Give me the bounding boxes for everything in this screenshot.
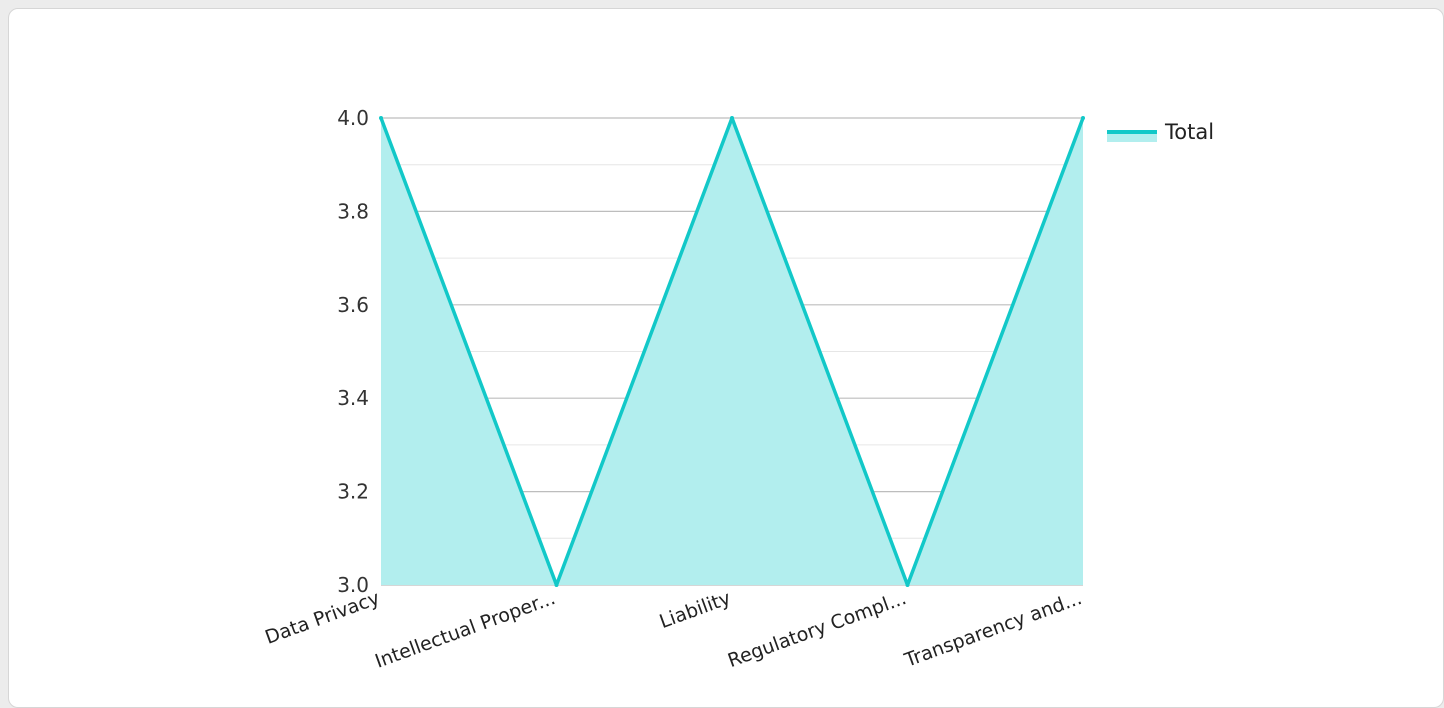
legend-swatch-fill [1107,132,1157,142]
data-point[interactable] [379,116,383,120]
data-point[interactable] [730,116,734,120]
x-category-label: Transparency and... [901,587,1085,672]
area-chart: 3.0 3.2 3.4 3.6 3.8 4.0 Data PrivacyIntellect… [262,106,1214,673]
y-tick-label: 3.4 [337,386,369,410]
y-axis: 3.0 3.2 3.4 3.6 3.8 4.0 [337,106,369,597]
data-point[interactable] [554,583,559,587]
legend[interactable]: Total [1107,120,1214,144]
x-category-label: Regulatory Compl... [725,587,909,672]
data-point[interactable] [1081,116,1085,120]
y-tick-label: 4.0 [337,106,369,130]
chart-card: 3.0 3.2 3.4 3.6 3.8 4.0 Data Privacy Intellect… [8,8,1444,708]
area-fill [381,118,1083,585]
y-tick-label: 3.0 [337,573,369,597]
x-category-label: Data Privacy [262,587,382,649]
x-category-label: Liability [657,587,734,633]
data-point[interactable] [905,583,910,587]
y-tick-label: 3.6 [337,293,369,317]
y-tick-label: 3.8 [337,199,369,223]
legend-label-total: Total [1164,120,1214,144]
x-category-label: Intellectual Proper... [372,587,558,673]
y-tick-label: 3.2 [337,480,369,504]
series-area [379,116,1085,587]
